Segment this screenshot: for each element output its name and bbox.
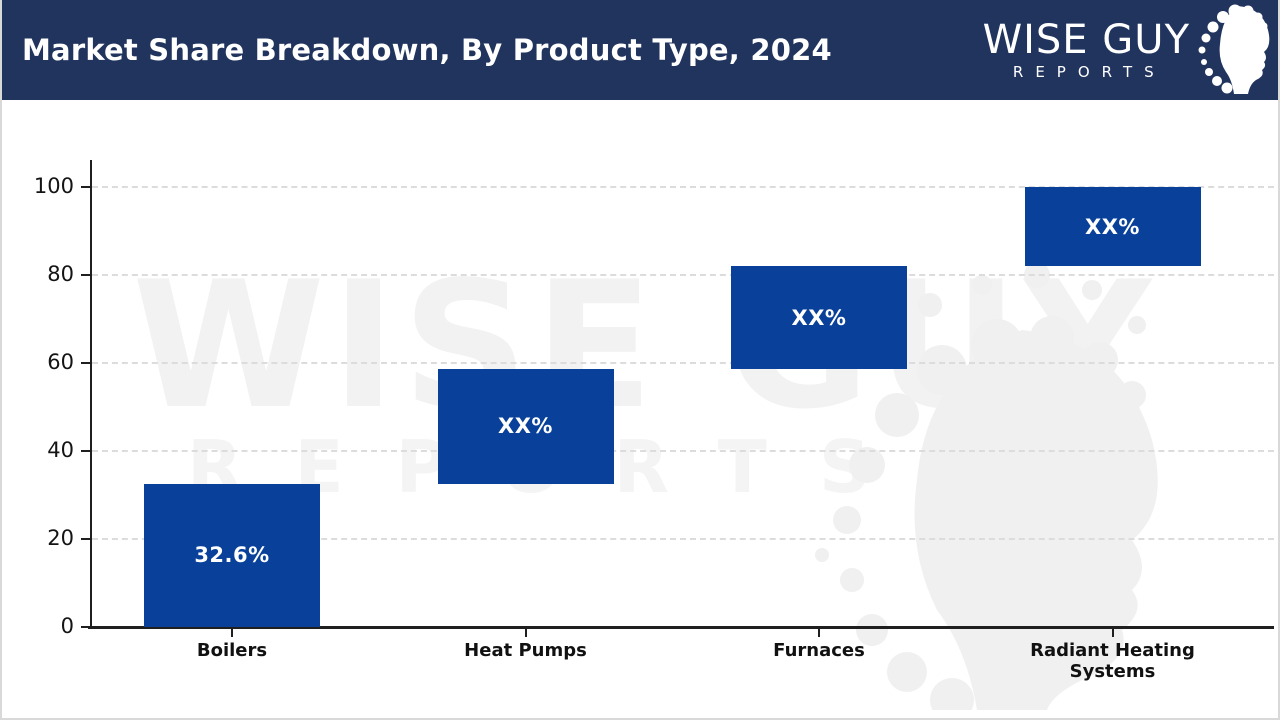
- x-tick-mark: [818, 629, 820, 637]
- brand-subtitle: REPORTS: [1012, 62, 1166, 81]
- x-tick-mark: [524, 629, 527, 637]
- bar-value-label: XX%: [1085, 214, 1140, 239]
- x-tick-mark: [1111, 629, 1114, 637]
- bar-radiant-heating-systems: XX%: [1024, 187, 1201, 267]
- bar-value-label: XX%: [791, 305, 847, 330]
- chart-canvas: WISE GUY REPORTS 02040608010032.6%Boiler…: [2, 100, 1278, 718]
- brand-wordmark: WISE GUY REPORTS: [983, 20, 1190, 81]
- bar-value-label: XX%: [498, 414, 553, 439]
- gridline: [92, 274, 1274, 276]
- y-tick-mark: [81, 626, 90, 628]
- x-axis-line: [88, 626, 1274, 629]
- y-tick-mark: [81, 450, 90, 452]
- x-category-label: Boilers: [196, 640, 268, 661]
- y-axis-line: [90, 160, 92, 629]
- bar-value-label: 32.6%: [194, 543, 270, 568]
- y-tick-mark: [81, 538, 90, 540]
- x-category-label: Heat Pumps: [464, 640, 587, 661]
- bar-heat-pumps: XX%: [437, 369, 614, 484]
- gridline: [92, 186, 1274, 188]
- page-title: Market Share Breakdown, By Product Type,…: [22, 33, 832, 67]
- y-tick-mark: [81, 274, 90, 276]
- y-tick-mark: [81, 362, 90, 364]
- dotted-face-profile-watermark: [815, 262, 1158, 710]
- gridline: [92, 362, 1274, 364]
- gridline: [92, 538, 1274, 540]
- header-bar: Market Share Breakdown, By Product Type,…: [2, 0, 1278, 100]
- brand-name: WISE GUY: [982, 16, 1190, 63]
- x-category-label: Furnaces: [773, 640, 865, 661]
- y-tick-label: 60: [47, 350, 74, 374]
- y-tick-label: 100: [33, 174, 74, 198]
- dotted-face-profile-icon: [1198, 4, 1270, 94]
- y-tick-label: 20: [47, 526, 74, 550]
- x-category-label: Radiant Heating Systems: [1030, 640, 1195, 682]
- brand-logo: WISE GUY REPORTS: [983, 2, 1278, 98]
- y-tick-label: 40: [47, 438, 74, 462]
- y-tick-label: 0: [60, 614, 74, 638]
- y-tick-mark: [81, 186, 90, 188]
- gridline: [92, 450, 1274, 452]
- y-tick-label: 80: [47, 262, 74, 286]
- x-tick-mark: [231, 629, 233, 637]
- bar-furnaces: XX%: [731, 266, 907, 370]
- bar-boilers: 32.6%: [144, 483, 320, 627]
